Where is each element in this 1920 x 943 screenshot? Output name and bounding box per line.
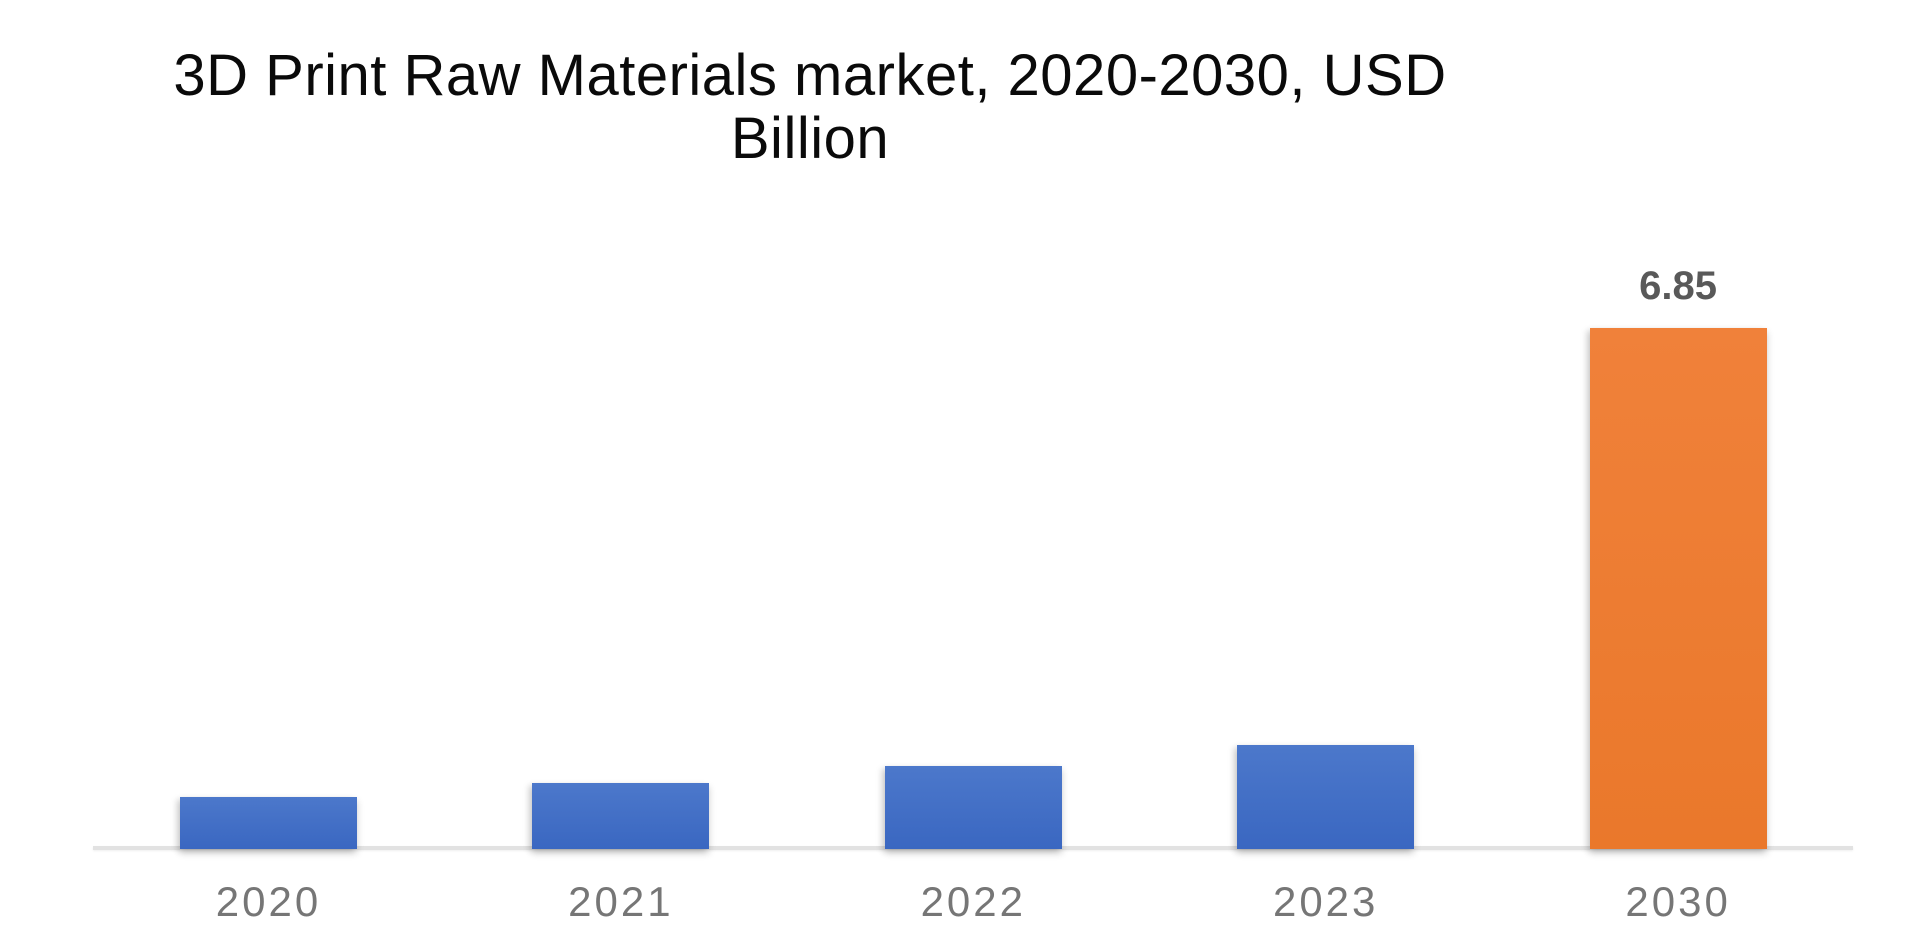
chart-title-line-1: 3D Print Raw Materials market, 2020-2030… bbox=[173, 43, 1447, 108]
bar-2020 bbox=[180, 797, 357, 849]
x-axis-label-2022: 2022 bbox=[920, 878, 1027, 925]
chart-title: 3D Print Raw Materials market, 2020-2030… bbox=[0, 44, 1620, 170]
x-axis-label-2023: 2023 bbox=[1272, 878, 1379, 925]
bar-2021 bbox=[532, 782, 710, 849]
x-axis-label-2021: 2021 bbox=[568, 878, 674, 925]
bar-2030 bbox=[1589, 328, 1767, 849]
bar-2023 bbox=[1237, 744, 1415, 849]
chart-title-line-2: Billion bbox=[730, 106, 890, 171]
x-axis-label-2030: 2030 bbox=[1625, 878, 1731, 925]
bar-2022 bbox=[884, 766, 1062, 849]
x-axis-label-2020: 2020 bbox=[215, 878, 322, 925]
data-label-2030: 6.85 bbox=[1639, 264, 1718, 308]
